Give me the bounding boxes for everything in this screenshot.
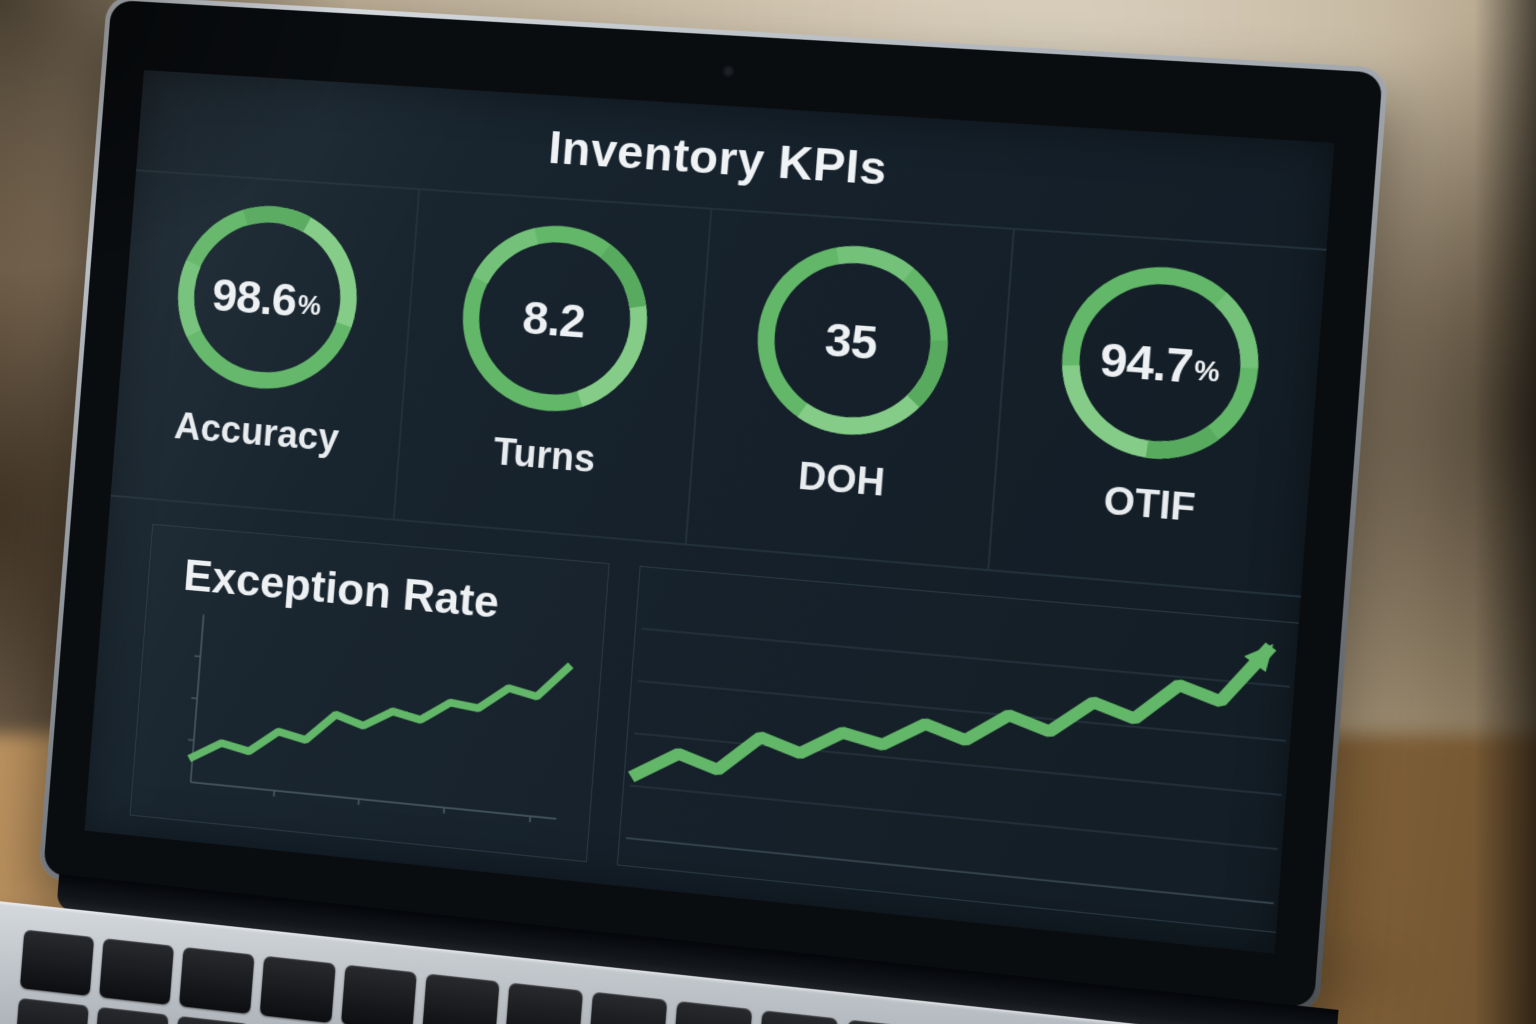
keyboard-key (757, 1010, 838, 1024)
keyboard-key (259, 955, 336, 1024)
kpi-ring-gauge: 98.6% (161, 190, 374, 407)
kpi-value: 94.7% (1098, 331, 1221, 393)
keyboard-key (14, 997, 89, 1024)
trend-panel[interactable] (616, 565, 1299, 933)
kpi-label: Turns (491, 431, 597, 482)
dashboard-screen: Inventory KPIs 98.6% Accuracy (84, 70, 1335, 954)
keyboard-key (93, 1006, 169, 1024)
keyboard-key (340, 964, 418, 1024)
trend-line-chart (618, 567, 1299, 932)
kpi-tile-turns[interactable]: 8.2 Turns (394, 190, 713, 544)
keyboard-key (843, 1019, 925, 1024)
kpi-ring-gauge: 94.7% (1044, 249, 1277, 477)
kpi-tile-doh[interactable]: 35 DOH (686, 209, 1015, 570)
screen-bezel: Inventory KPIs 98.6% Accuracy (43, 0, 1383, 1009)
kpi-ring-gauge: 8.2 (445, 209, 665, 429)
kpi-value: 98.6% (210, 267, 323, 326)
kpi-label: Accuracy (172, 405, 341, 461)
kpi-label: DOH (796, 455, 887, 505)
exception-rate-chart-area (157, 603, 581, 839)
kpi-value: 35 (823, 311, 879, 369)
keyboard-key (588, 991, 668, 1024)
webcam-dot (722, 65, 735, 77)
keyboard-key (672, 1000, 753, 1024)
keyboard-key (19, 929, 95, 996)
keyboard-key (422, 973, 500, 1024)
kpi-tile-otif[interactable]: 94.7% OTIF (989, 230, 1326, 596)
exception-rate-line-chart (157, 603, 581, 839)
laptop: Inventory KPIs 98.6% Accuracy (0, 0, 1441, 1024)
keyboard-key (178, 946, 255, 1014)
keyboard-key (173, 1015, 249, 1024)
kpi-label: OTIF (1102, 479, 1197, 531)
kpi-ring-gauge: 35 (739, 229, 965, 453)
exception-rate-panel[interactable]: Exception Rate (129, 523, 610, 863)
kpi-tile-accuracy[interactable]: 98.6% Accuracy (110, 171, 420, 519)
dashboard-title: Inventory KPIs (546, 119, 889, 195)
kpi-value: 8.2 (520, 289, 587, 348)
keyboard-key (505, 982, 584, 1024)
keyboard-key (98, 938, 174, 1005)
laptop-lid: Inventory KPIs 98.6% Accuracy (37, 0, 1389, 1015)
